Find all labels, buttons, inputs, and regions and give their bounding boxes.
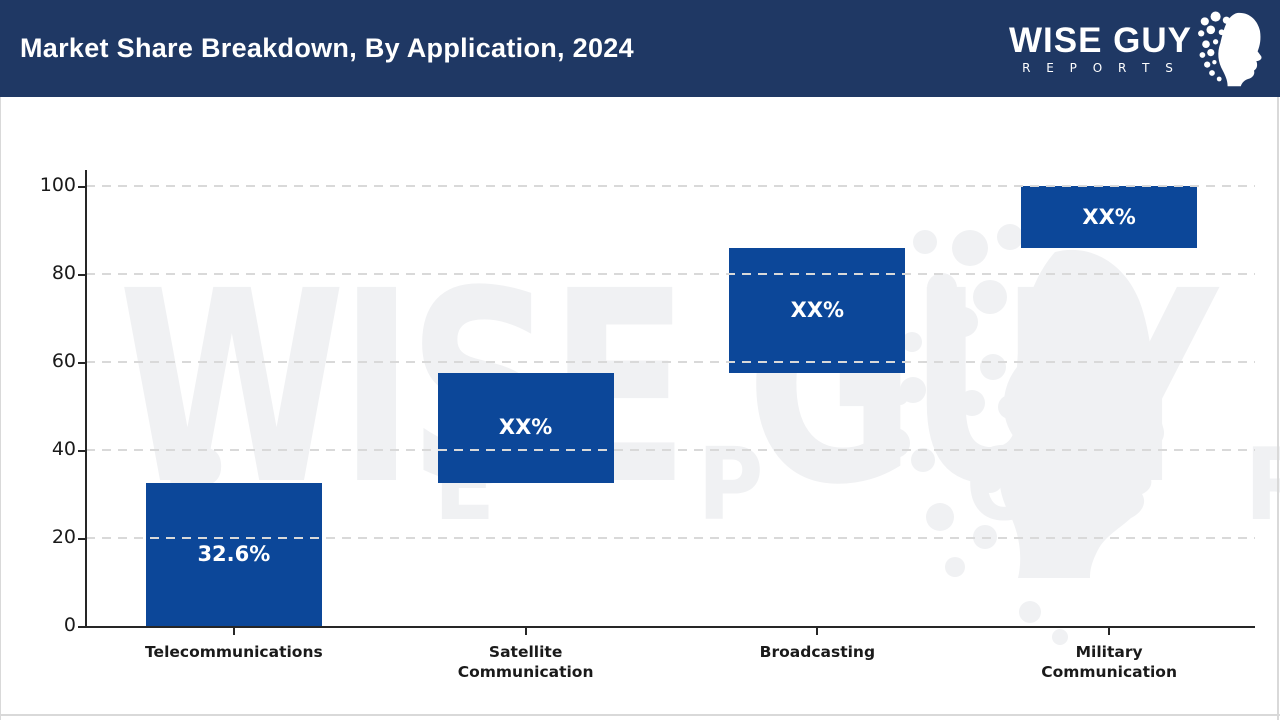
page-border-right (1277, 97, 1279, 720)
y-axis-line (85, 170, 87, 628)
x-tick-label-0: Telecommunications (119, 642, 349, 662)
chart: WISE GUY R E P O R T S 32.6%XX%XX%XX%020… (0, 97, 1280, 720)
y-tick-label-40: 40 (51, 438, 76, 460)
logo: WISE GUY R E P O R T S (1009, 6, 1266, 92)
y-tick-60 (78, 362, 85, 364)
x-tick-label-line: Communication (457, 663, 594, 681)
logo-head-icon (1198, 11, 1262, 87)
y-tick-20 (78, 538, 85, 540)
x-tick-0 (232, 628, 235, 635)
gridline-60 (86, 361, 1255, 363)
bar-value-label: XX% (498, 415, 553, 439)
y-tick-100 (78, 186, 85, 188)
x-axis-line (85, 626, 1255, 628)
y-tick-80 (78, 274, 85, 276)
gridline-20 (86, 537, 1255, 539)
y-tick-label-100: 100 (39, 174, 76, 196)
bar-value-label: XX% (1082, 205, 1136, 229)
y-tick-40 (78, 450, 85, 452)
x-tick-label-2: Broadcasting (702, 642, 932, 662)
y-tick-label-0: 0 (63, 614, 76, 636)
x-tick-label-line: Broadcasting (759, 643, 876, 661)
y-tick-label-60: 60 (51, 350, 76, 372)
x-tick-label-line: Telecommunications (145, 643, 323, 661)
header: Market Share Breakdown, By Application, … (0, 0, 1280, 97)
y-tick-label-80: 80 (51, 262, 76, 284)
x-tick-1 (524, 628, 527, 635)
y-tick-0 (78, 626, 85, 628)
gridline-100 (86, 185, 1255, 187)
bar-value-label: XX% (790, 298, 845, 323)
page-title: Market Share Breakdown, By Application, … (20, 33, 634, 63)
bar-satellite-communication: XX% (437, 373, 614, 483)
bar-broadcasting: XX% (729, 248, 906, 373)
bar-value-label: 32.6% (197, 541, 271, 566)
x-tick-2 (816, 628, 819, 635)
x-tick-label-line: Satellite (488, 643, 563, 661)
logo-wordmark: WISE GUY (1008, 21, 1192, 61)
page-border-bottom (0, 714, 1280, 716)
logo-text: WISE GUY R E P O R T S (1008, 21, 1192, 75)
x-tick-label-line: Communication (1041, 663, 1177, 681)
logo-subtitle: R E P O R T S (1022, 60, 1179, 75)
page-border-left (0, 97, 1, 720)
x-tick-3 (1108, 628, 1111, 635)
y-tick-label-20: 20 (51, 526, 76, 548)
x-tick-label-1: Satellite Communication (411, 642, 641, 682)
x-tick-label-3: Military Communication (994, 642, 1224, 682)
bar-telecommunications: 32.6% (145, 482, 322, 626)
gridline-40 (86, 449, 1255, 451)
bar-military-communication: XX% (1021, 186, 1198, 249)
x-tick-label-line: Military (1075, 643, 1143, 661)
gridline-80 (86, 273, 1255, 275)
watermark-head-icon (880, 224, 1165, 645)
